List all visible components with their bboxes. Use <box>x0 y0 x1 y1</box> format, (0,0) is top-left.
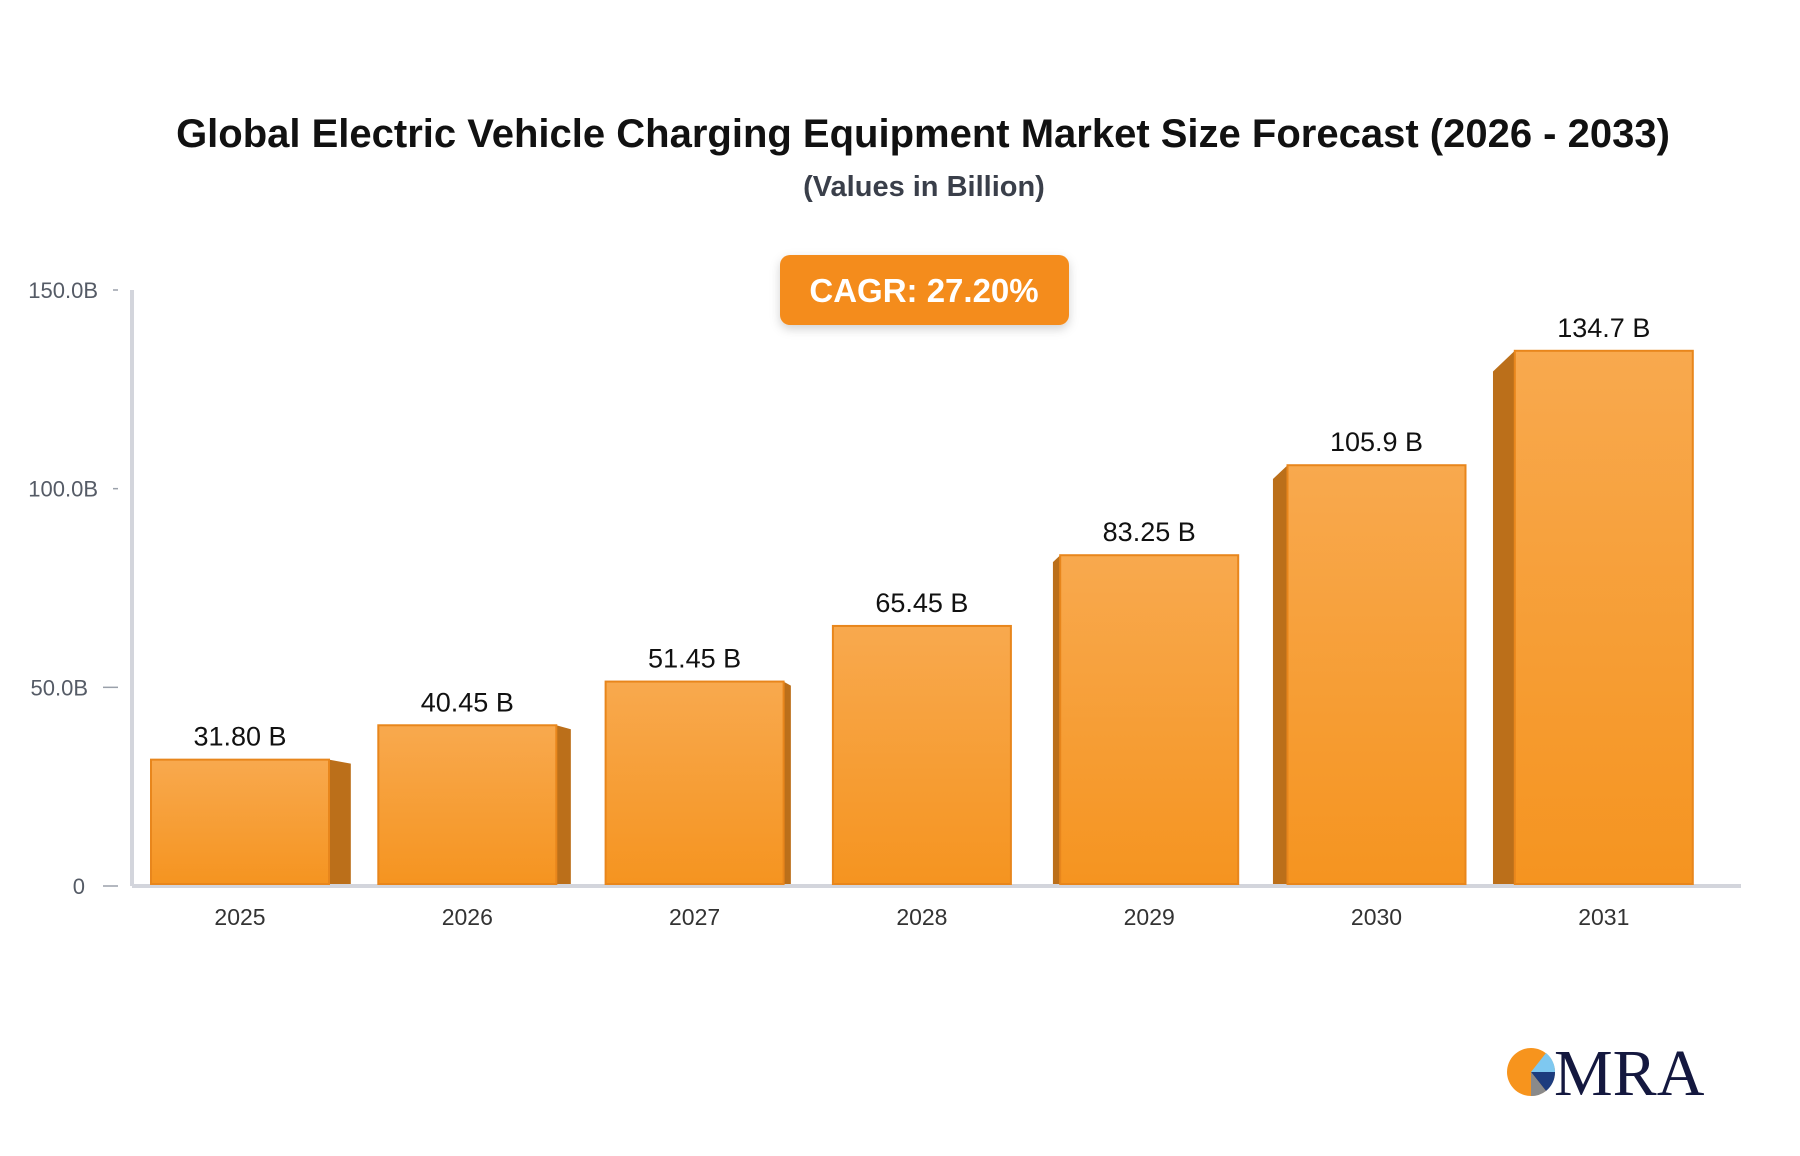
logo-pie-slice-light <box>1531 1053 1556 1072</box>
bar-group-2027: 51.45 B 2027 <box>604 644 791 930</box>
logo-text: MRA <box>1554 1037 1705 1110</box>
bar-side <box>329 759 351 884</box>
y-tick-label: 100.0B <box>28 477 98 502</box>
bar-group-2028: 65.45 B 2028 <box>831 588 1012 930</box>
bar-side <box>556 725 571 884</box>
x-tick-label: 2026 <box>442 904 493 930</box>
bar-side <box>783 681 791 884</box>
bar-value-label: 83.25 B <box>1103 517 1196 547</box>
bar <box>604 680 785 886</box>
bar-value-label: 51.45 B <box>648 644 741 674</box>
x-tick-label: 2025 <box>214 904 265 930</box>
bar-value-label: 134.7 B <box>1557 313 1650 343</box>
mra-logo: MRA <box>1507 1037 1705 1110</box>
bars: 31.80 B 2025 40.45 B 2026 51.45 B 2027 65.45 B… <box>150 313 1694 930</box>
bar-group-2029: 83.25 B 2029 <box>1052 517 1240 930</box>
bar <box>1059 554 1240 885</box>
bar <box>377 724 558 886</box>
x-tick-label: 2030 <box>1351 904 1402 930</box>
bar-value-label: 105.9 B <box>1330 427 1423 457</box>
bar-group-2030: 105.9 B 2030 <box>1272 427 1467 930</box>
bar <box>150 758 330 886</box>
bar-group-2026: 40.45 B 2026 <box>377 687 571 930</box>
bar <box>831 624 1012 885</box>
bar <box>1513 349 1694 885</box>
x-tick-label: 2027 <box>669 904 720 930</box>
bar-value-label: 65.45 B <box>875 588 968 618</box>
bar-side <box>1052 555 1061 884</box>
bar <box>1286 464 1467 885</box>
bar-value-label: 31.80 B <box>193 722 286 752</box>
x-tick-label: 2031 <box>1578 904 1629 930</box>
cagr-badge: CAGR: 27.20% <box>780 255 1069 325</box>
y-tick-label: 0 <box>73 874 85 899</box>
cagr-badge-background <box>780 255 1069 325</box>
chart-subtitle: (Values in Billion) <box>803 171 1045 203</box>
y-tick-label: 50.0B <box>31 675 89 700</box>
logo-pie-slice-gray <box>1531 1072 1546 1097</box>
axes: 0 50.0B 100.0B 150.0B <box>28 278 1741 899</box>
x-tick-label: 2029 <box>1124 904 1175 930</box>
y-tick-label: 150.0B <box>28 278 98 303</box>
bar-side <box>1272 465 1288 884</box>
logo-pie-slice-dark <box>1531 1072 1556 1091</box>
bar-value-label: 40.45 B <box>421 687 514 717</box>
bar-side <box>1492 350 1515 884</box>
x-tick-label: 2028 <box>896 904 947 930</box>
chart-title: Global Electric Vehicle Charging Equipme… <box>176 112 1670 156</box>
bar-group-2031: 134.7 B 2031 <box>1492 313 1694 930</box>
cagr-label: CAGR: 27.20% <box>809 272 1038 309</box>
bar-group-2025: 31.80 B 2025 <box>150 722 351 930</box>
